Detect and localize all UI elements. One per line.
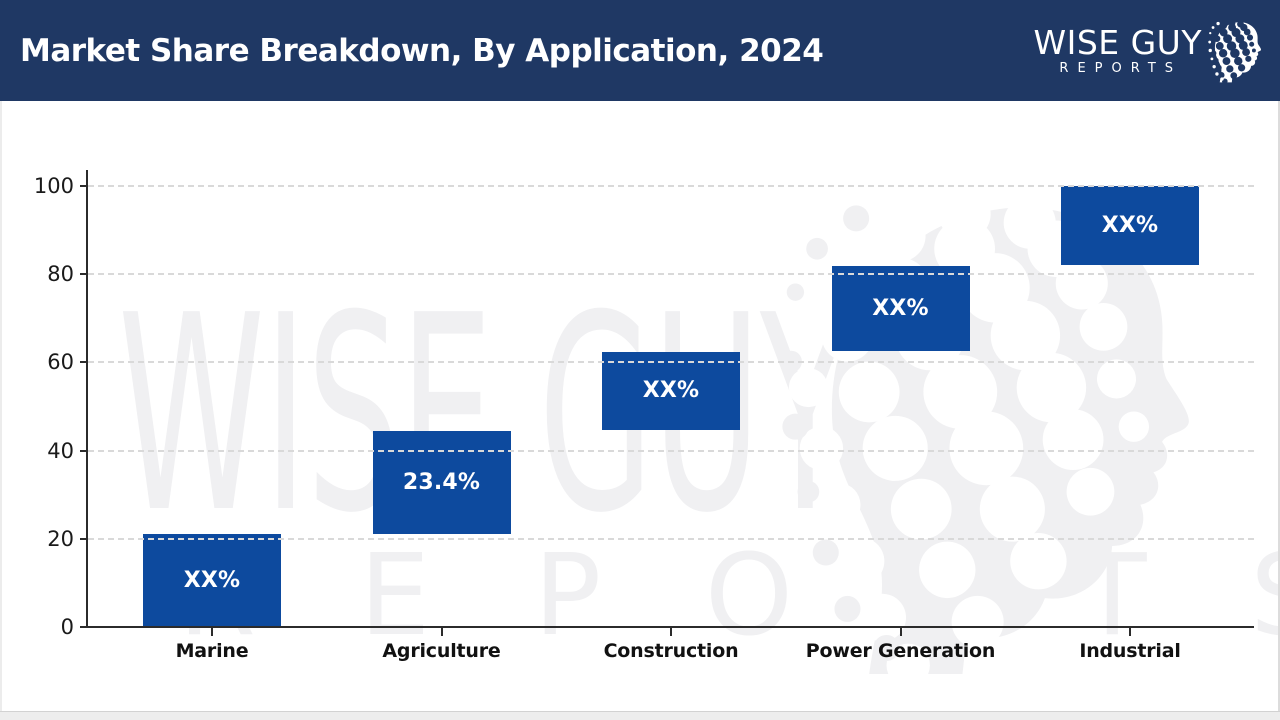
y-tick-mark <box>80 361 88 364</box>
x-tick-mark <box>899 628 902 636</box>
bar-value-label: XX% <box>183 568 241 594</box>
brand-text: WISE GUY REPORTS <box>1033 22 1202 77</box>
x-category-label: Agriculture <box>382 640 501 662</box>
x-tick-mark <box>1129 628 1131 636</box>
y-tick-mark <box>80 626 88 628</box>
brand-name: WISE GUY <box>1033 22 1202 62</box>
y-gridline <box>88 185 1254 187</box>
x-category-label: Industrial <box>1079 640 1181 662</box>
brand-face-icon <box>1208 19 1262 85</box>
y-axis-line <box>86 170 88 628</box>
y-gridline <box>88 273 1254 276</box>
y-tick-label: 100 <box>33 174 74 198</box>
x-category-label: Power Generation <box>805 640 996 662</box>
chart-plot-area: 0 20 40 60 80 100 XX% Marine 23.4% Agriculture XX%… <box>0 101 1280 712</box>
y-tick-mark <box>80 185 88 187</box>
y-tick-mark <box>80 537 88 540</box>
bar-construction: XX% <box>602 351 740 430</box>
y-gridline <box>88 361 1254 364</box>
x-tick-mark <box>440 628 443 636</box>
bar-value-label: XX% <box>872 296 929 322</box>
x-category-label: Construction <box>603 640 739 662</box>
x-tick-mark <box>211 628 213 636</box>
page-title: Market Share Breakdown, By Application, … <box>20 32 824 69</box>
y-tick-label: 20 <box>47 526 74 551</box>
bar-industrial: XX% <box>1061 186 1199 266</box>
brand-subtitle: REPORTS <box>1059 61 1183 77</box>
y-gridline <box>88 449 1254 452</box>
y-tick-mark <box>80 273 88 276</box>
y-tick-label: 80 <box>47 262 74 287</box>
y-tick-label: 0 <box>60 615 74 639</box>
y-tick-label: 40 <box>47 438 74 463</box>
footer-strip <box>0 711 1280 720</box>
bar-value-label: XX% <box>1101 213 1159 239</box>
y-tick-mark <box>80 449 88 452</box>
bar-agriculture: 23.4% <box>372 430 511 534</box>
bar-value-label: XX% <box>642 378 700 404</box>
x-tick-mark <box>670 628 672 636</box>
bar-value-label: 23.4% <box>402 469 481 495</box>
x-axis-line <box>86 626 1254 628</box>
bar-power-generation: XX% <box>831 265 970 352</box>
header-bar: Market Share Breakdown, By Application, … <box>0 0 1280 101</box>
y-tick-label: 60 <box>47 350 74 375</box>
bar-marine: XX% <box>143 534 281 627</box>
brand-logo: WISE GUY REPORTS <box>1033 8 1264 94</box>
x-category-label: Marine <box>175 640 249 662</box>
y-gridline <box>88 537 1254 540</box>
